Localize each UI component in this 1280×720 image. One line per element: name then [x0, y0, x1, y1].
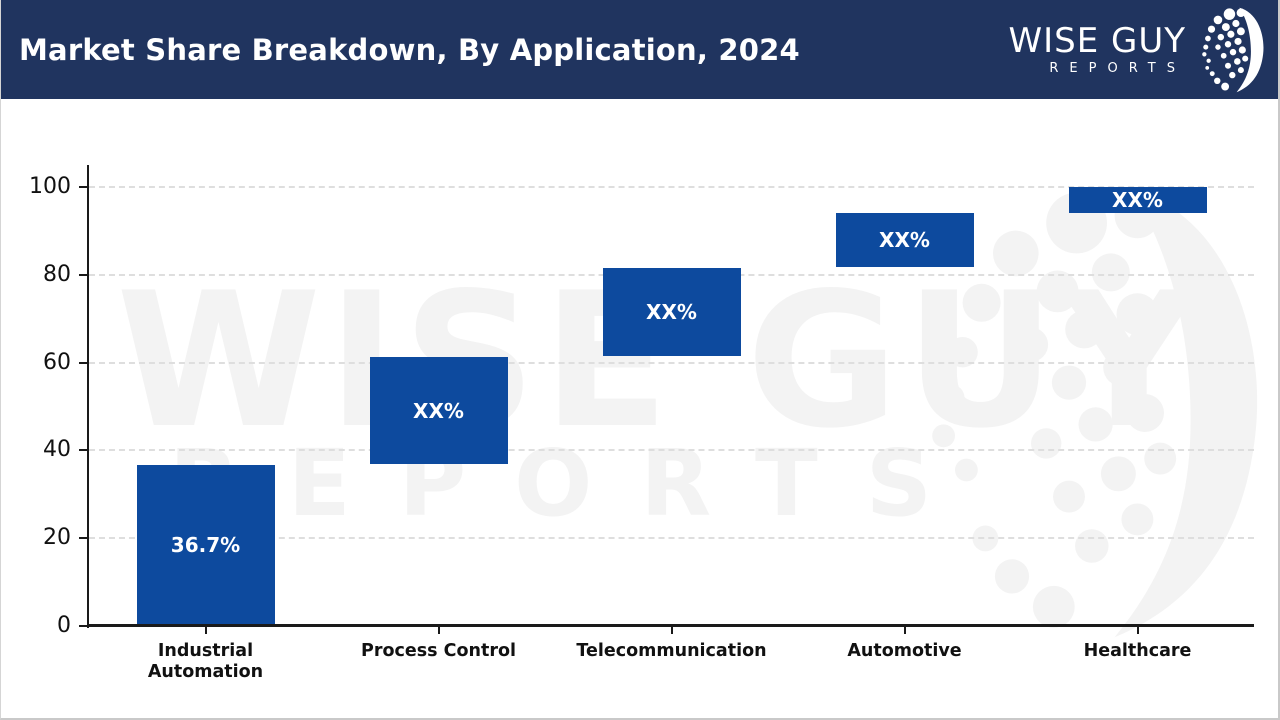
page-title: Market Share Breakdown, By Application, …: [19, 32, 800, 67]
gridline-40: [89, 449, 1254, 452]
y-tick-label: 80: [43, 261, 71, 287]
y-tick-label: 0: [57, 613, 71, 638]
brand-name: WISE GUY: [1008, 20, 1186, 61]
y-tick-label: 100: [29, 173, 71, 199]
dotted-head-icon: [1202, 7, 1264, 93]
bar-value-label: XX%: [646, 300, 697, 325]
x-tick-label-industrial-automation: Industrial Automation: [147, 641, 264, 682]
x-axis-spine: [87, 624, 1254, 627]
gridline-60: [89, 361, 1254, 364]
y-tick-mark: [79, 537, 89, 540]
bar-value-label: XX%: [879, 228, 930, 253]
y-axis-spine: [87, 165, 89, 628]
x-tick-mark: [903, 626, 906, 634]
plot-area: 0 20 40 60 80 100 36.7% Industrial Automation XX…: [29, 165, 1254, 682]
bar-telecommunication: XX%: [602, 267, 741, 357]
y-tick-label: 40: [43, 437, 71, 463]
bar-healthcare: XX%: [1068, 186, 1207, 213]
header-bar: Market Share Breakdown, By Application, …: [1, 0, 1278, 99]
x-tick-mark: [670, 626, 673, 634]
bar-value-label: 36.7%: [170, 533, 241, 558]
y-tick-mark: [79, 273, 89, 276]
watermark-dotted-head-icon: [932, 188, 1258, 638]
x-tick-label-healthcare: Healthcare: [1083, 641, 1192, 661]
bar-process-control: XX%: [369, 356, 508, 465]
bar-value-label: XX%: [1112, 187, 1163, 212]
x-tick-label-telecommunication: Telecommunication: [576, 641, 767, 661]
brand-logo-text: WISE GUY REPORTS: [1008, 20, 1186, 77]
y-tick-mark: [79, 185, 89, 188]
bar-industrial-automation: 36.7%: [136, 464, 275, 626]
y-tick-mark: [79, 361, 89, 364]
y-tick-label: 20: [43, 525, 71, 551]
gridline-100: [89, 185, 1254, 188]
brand-logo: WISE GUY REPORTS: [1008, 6, 1264, 94]
gridline-20: [89, 537, 1254, 540]
brand-tagline: REPORTS: [1049, 61, 1186, 77]
y-tick-label: 60: [43, 349, 71, 375]
x-tick-label-process-control: Process Control: [361, 641, 516, 661]
watermark-tagline-text: REPORTS: [169, 430, 981, 537]
bar-value-label: XX%: [413, 398, 464, 423]
y-tick-mark: [79, 625, 89, 627]
bar-automotive: XX%: [835, 213, 974, 268]
x-tick-label-automotive: Automotive: [847, 641, 962, 661]
x-tick-mark: [437, 626, 440, 634]
y-tick-mark: [79, 449, 89, 452]
x-tick-mark: [1136, 626, 1139, 634]
x-tick-mark: [204, 626, 207, 634]
